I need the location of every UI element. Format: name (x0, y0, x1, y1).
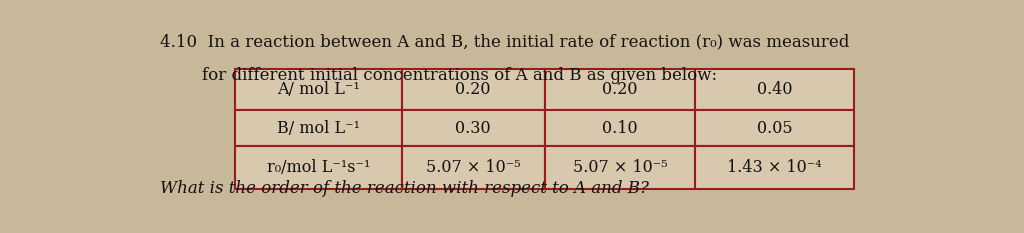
Text: 4.10  In a reaction between A and B, the initial rate of reaction (r₀) was measu: 4.10 In a reaction between A and B, the … (160, 33, 849, 50)
Bar (695, 110, 854, 146)
Bar (545, 110, 695, 146)
Text: 5.07 × 10⁻⁵: 5.07 × 10⁻⁵ (572, 159, 668, 176)
Bar (401, 146, 545, 189)
Text: r₀/mol L⁻¹s⁻¹: r₀/mol L⁻¹s⁻¹ (267, 159, 370, 176)
Bar (236, 146, 401, 189)
Text: 1.43 × 10⁻⁴: 1.43 × 10⁻⁴ (727, 159, 822, 176)
Bar (236, 69, 401, 110)
Text: B/ mol L⁻¹: B/ mol L⁻¹ (276, 120, 360, 137)
Text: A/ mol L⁻¹: A/ mol L⁻¹ (278, 81, 359, 98)
Text: 0.30: 0.30 (456, 120, 492, 137)
Bar (695, 146, 854, 189)
Text: 0.20: 0.20 (602, 81, 638, 98)
Bar (401, 110, 545, 146)
Bar (695, 69, 854, 110)
Bar (545, 146, 695, 189)
Text: 5.07 × 10⁻⁵: 5.07 × 10⁻⁵ (426, 159, 520, 176)
Text: 0.05: 0.05 (757, 120, 793, 137)
Bar (545, 69, 695, 110)
Text: 0.10: 0.10 (602, 120, 638, 137)
Bar (401, 69, 545, 110)
Text: What is the order of the reaction with respect to A and B?: What is the order of the reaction with r… (160, 180, 648, 197)
Text: 0.40: 0.40 (757, 81, 793, 98)
Text: 0.20: 0.20 (456, 81, 490, 98)
Bar (236, 110, 401, 146)
Text: for different initial concentrations of A and B as given below:: for different initial concentrations of … (160, 67, 717, 84)
